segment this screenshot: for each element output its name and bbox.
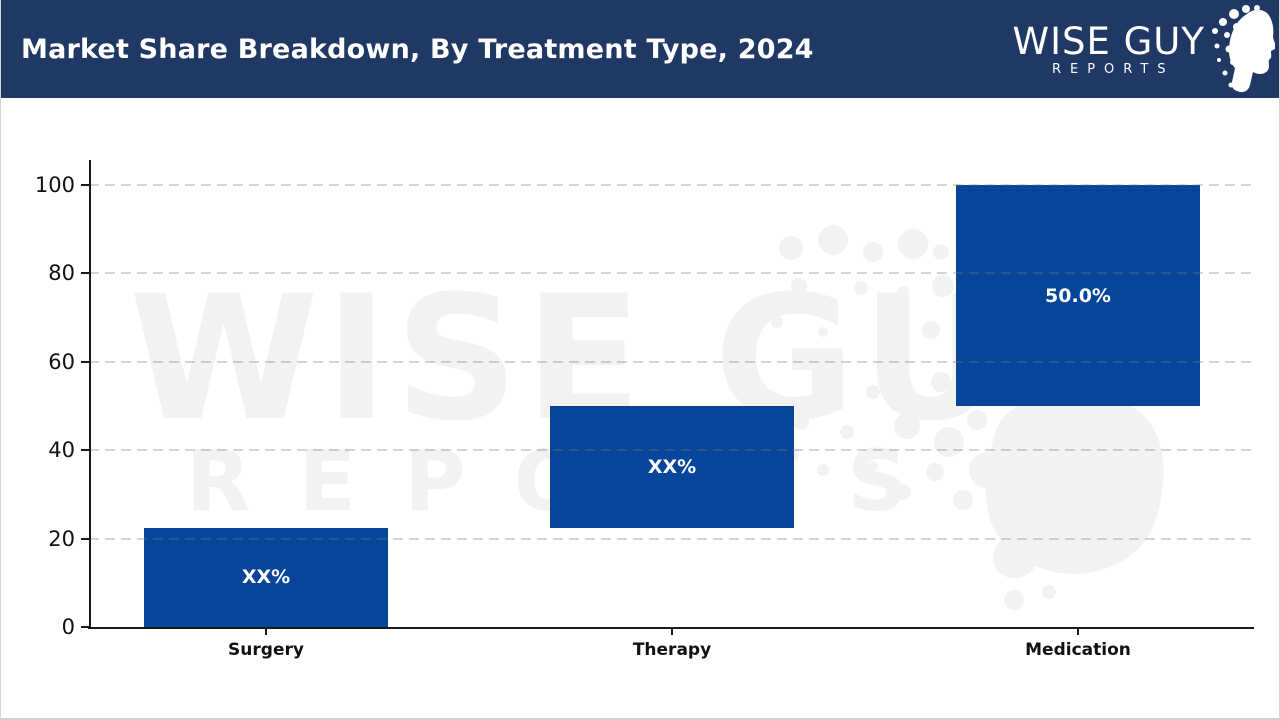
bar-surgery: XX% [144,527,388,627]
bar-therapy: XX% [550,406,794,528]
brand-logo: WISE GUY REPORTS [1013,5,1275,93]
y-axis-line [89,160,91,629]
logo-head-icon [1212,5,1275,93]
y-tick-mark [81,449,89,452]
y-tick-label: 80 [48,261,75,286]
gridline-y100 [89,184,1254,186]
y-tick-mark [81,626,89,628]
gridline-y40 [89,449,1254,452]
x-tick-mark [1077,627,1079,635]
y-tick-mark [81,360,89,363]
bar-medication: 50.0% [956,185,1200,406]
x-tick-label-medication: Medication [1025,640,1131,660]
y-tick-label: 20 [48,526,75,551]
bar-value-label: XX% [647,455,697,478]
header: Market Share Breakdown, By Treatment Typ… [1,0,1279,98]
gridline-y20 [89,537,1254,540]
y-tick-label: 100 [34,173,75,197]
x-tick-mark [265,627,267,635]
page-title: Market Share Breakdown, By Treatment Typ… [21,33,814,65]
x-tick-label-surgery: Surgery [228,640,304,660]
gridline-y80 [89,272,1254,275]
logo-wordmark: WISE GUY REPORTS [1013,23,1205,76]
x-tick-label-therapy: Therapy [632,640,712,660]
y-tick-mark [81,272,89,275]
bar-value-label: 50.0% [1045,284,1111,307]
y-tick-label: 40 [48,438,75,463]
logo-wordmark-main: WISE GUY [1012,19,1205,63]
y-tick-label: 60 [48,349,75,374]
y-tick-mark [81,184,89,186]
gridline-y60 [89,360,1254,363]
logo-wordmark-sub: REPORTS [1051,61,1175,77]
x-tick-mark [671,627,673,635]
y-tick-label: 0 [61,615,75,639]
bar-value-label: XX% [241,566,291,589]
y-tick-mark [81,537,89,540]
